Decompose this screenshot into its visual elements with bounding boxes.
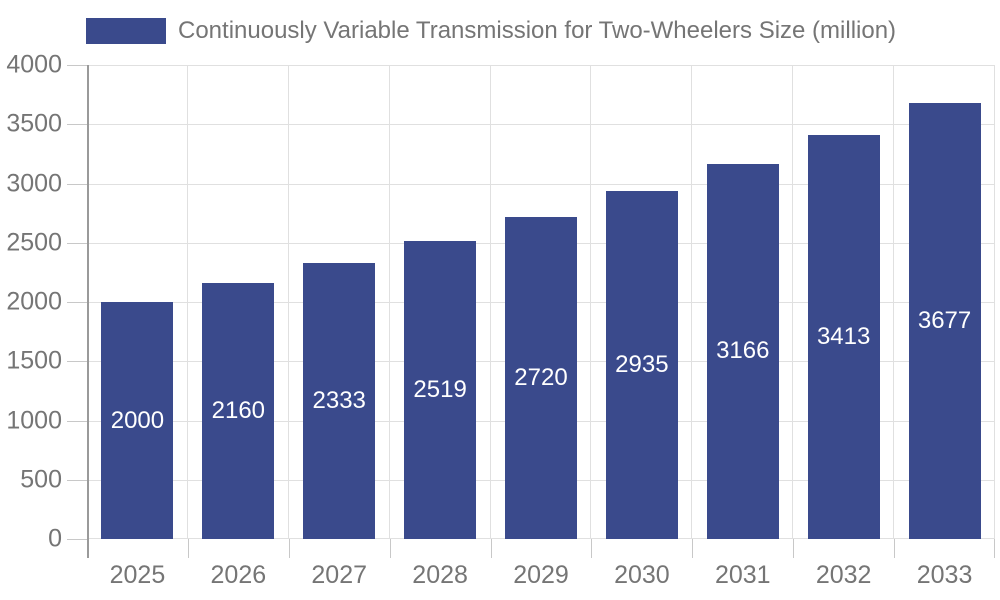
bar-value-label: 2000: [110, 406, 165, 434]
gridline-horizontal: [87, 124, 995, 126]
bar-value-label: 2160: [211, 397, 266, 425]
x-tick-label: 2029: [513, 561, 569, 589]
bar-2032[interactable]: 3413: [807, 134, 880, 539]
bar-value-label: 3166: [716, 337, 770, 365]
y-tick-mark: [67, 420, 87, 422]
bar-2025[interactable]: 2000: [101, 302, 174, 539]
y-tick-mark: [67, 539, 87, 540]
y-tick-label: 1000: [6, 406, 62, 434]
gridline-horizontal: [87, 183, 995, 185]
x-tick-mark: [490, 539, 492, 558]
bar-value-label: 2935: [615, 351, 669, 379]
bar-2033[interactable]: 3677: [908, 103, 981, 539]
y-tick-mark: [67, 65, 87, 66]
gridline-vertical: [994, 65, 995, 539]
gridline-vertical: [691, 65, 693, 539]
x-tick-mark: [894, 539, 896, 558]
gridline-vertical: [590, 65, 592, 539]
y-tick-label: 0: [48, 524, 62, 553]
bar-value-label: 2519: [413, 375, 467, 403]
bar-2026[interactable]: 2160: [202, 283, 275, 539]
legend-label: Continuously Variable Transmission for T…: [178, 17, 897, 44]
plot-area: 2000 2160 2333 2519 2720 2935 3166 3413 3677: [87, 65, 995, 539]
y-tick-mark: [67, 302, 87, 303]
y-tick-label: 1500: [6, 346, 62, 375]
x-tick-mark: [389, 539, 391, 558]
x-tick-mark: [288, 539, 290, 558]
gridline-vertical: [792, 65, 794, 539]
x-tick-mark: [692, 539, 694, 558]
y-tick-mark: [67, 242, 87, 244]
y-tick-label: 2500: [6, 228, 62, 257]
gridline-vertical: [893, 65, 895, 539]
y-tick-label: 3500: [6, 109, 62, 138]
y-tick-mark: [67, 361, 87, 363]
y-tick-label: 3000: [6, 169, 62, 197]
y-tick-label: 500: [20, 465, 62, 494]
bar-2028[interactable]: 2519: [404, 240, 477, 539]
y-tick-mark: [67, 479, 87, 481]
x-tick-mark: [591, 539, 593, 558]
bar-2027[interactable]: 2333: [303, 262, 376, 539]
x-tick-label: 2028: [412, 561, 468, 589]
legend-swatch: [86, 18, 166, 44]
x-tick-label: 2033: [916, 561, 973, 589]
legend[interactable]: Continuously Variable Transmission for T…: [86, 18, 896, 44]
x-tick-mark: [994, 539, 995, 558]
gridline-vertical: [489, 65, 491, 539]
bar-2030[interactable]: 2935: [605, 191, 678, 539]
gridline-vertical: [287, 65, 289, 539]
y-axis-line: [87, 65, 89, 558]
x-tick-mark: [793, 539, 795, 558]
bar-2029[interactable]: 2720: [505, 216, 577, 539]
x-tick-mark: [187, 539, 189, 558]
bar-value-label: 2333: [312, 386, 366, 414]
x-tick-label: 2032: [815, 561, 872, 589]
x-tick-label: 2027: [311, 561, 368, 589]
x-tick-label: 2026: [210, 561, 267, 589]
y-tick-mark: [67, 183, 87, 185]
x-tick-label: 2025: [109, 561, 166, 589]
y-tick-mark: [67, 124, 87, 126]
y-tick-label: 2000: [6, 287, 62, 316]
gridline-vertical: [186, 65, 188, 539]
gridline-horizontal: [87, 65, 995, 66]
bar-2031[interactable]: 3166: [706, 163, 779, 539]
bar-value-label: 3677: [917, 307, 972, 335]
x-tick-label: 2030: [614, 561, 670, 589]
x-tick-label: 2031: [714, 561, 771, 589]
bar-value-label: 3413: [816, 322, 871, 350]
gridline-vertical: [388, 65, 390, 539]
bar-value-label: 2720: [514, 363, 568, 391]
y-tick-label: 4000: [6, 50, 62, 79]
